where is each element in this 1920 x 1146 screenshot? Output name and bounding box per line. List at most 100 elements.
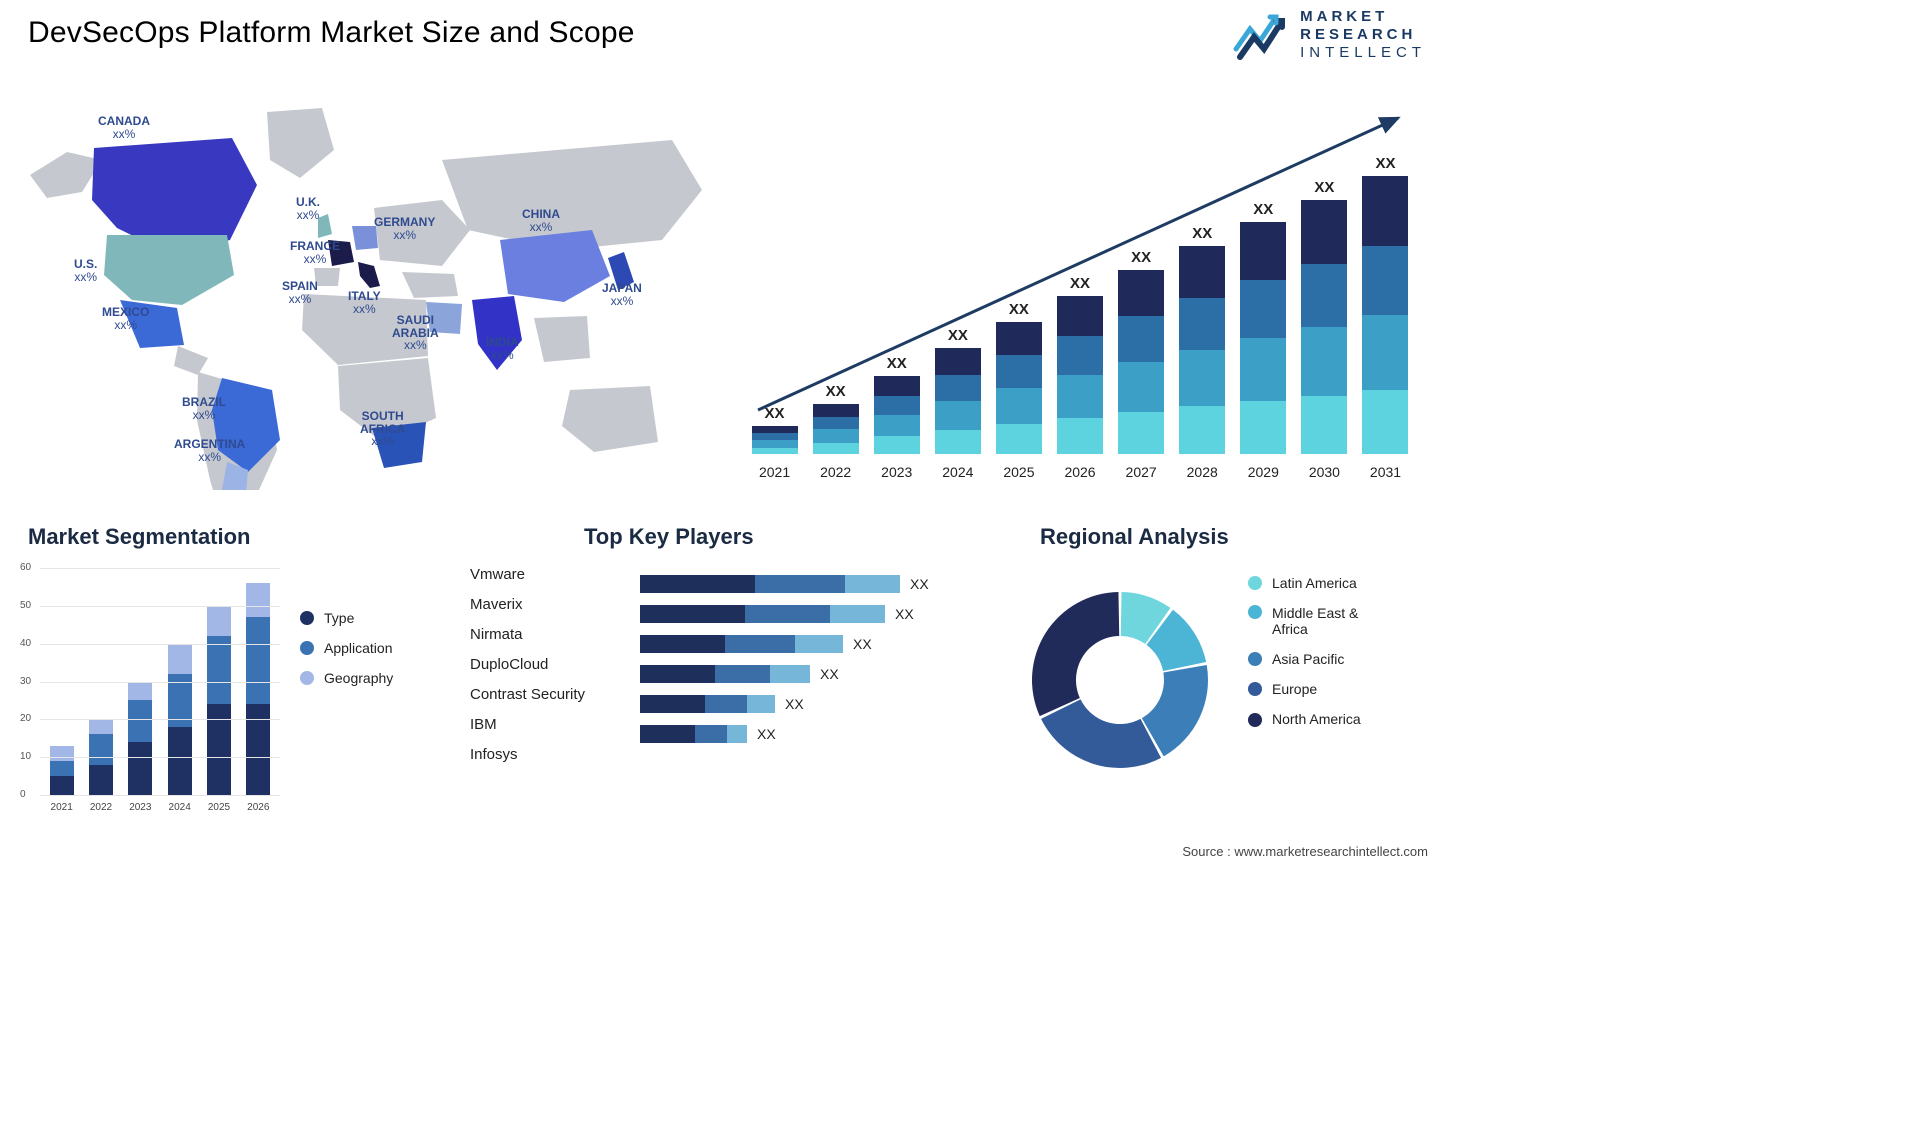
map-region-australia — [562, 386, 658, 452]
map-label-argentina: ARGENTINAxx% — [174, 438, 245, 463]
growth-bar-segment — [1179, 406, 1225, 454]
player-name: Vmware — [470, 560, 585, 590]
growth-bar-2029: XX — [1239, 201, 1288, 454]
growth-bar-2031: XX — [1361, 155, 1410, 454]
map-region-spain — [314, 268, 340, 286]
map-region-se-asia — [534, 316, 590, 362]
growth-xlabel: 2024 — [933, 464, 982, 480]
map-label-germany: GERMANYxx% — [374, 216, 435, 241]
player-bar-value: XX — [757, 726, 776, 742]
growth-xlabel: 2030 — [1300, 464, 1349, 480]
segmentation-bar-2023 — [125, 682, 156, 795]
player-name: Nirmata — [470, 620, 585, 650]
regional-donut-chart — [1010, 570, 1230, 790]
segmentation-segment — [168, 644, 192, 674]
legend-dot-icon — [1248, 682, 1262, 696]
segmentation-segment — [128, 700, 152, 742]
player-bar-segment — [725, 635, 795, 653]
player-bar-value: XX — [820, 666, 839, 682]
player-bar — [640, 665, 810, 683]
growth-bar-label: XX — [1192, 225, 1212, 242]
player-bar-segment — [640, 605, 745, 623]
player-name: IBM — [470, 710, 585, 740]
segmentation-legend-item: Application — [300, 640, 393, 656]
player-bar — [640, 695, 775, 713]
segmentation-xlabel: 2021 — [46, 802, 77, 813]
growth-bar-label: XX — [1253, 201, 1273, 218]
player-name: Infosys — [470, 740, 585, 770]
map-region-c-america — [174, 346, 208, 375]
growth-bar-segment — [752, 448, 798, 454]
map-region-china — [500, 230, 610, 302]
growth-bar-segment — [1179, 246, 1225, 298]
map-label-brazil: BRAZILxx% — [182, 396, 226, 421]
player-bar-value: XX — [785, 696, 804, 712]
growth-bar-segment — [1057, 418, 1103, 454]
growth-bar-segment — [935, 430, 981, 454]
segmentation-segment — [89, 719, 113, 734]
growth-bar-label: XX — [1131, 249, 1151, 266]
player-bar-row: XX — [640, 725, 980, 743]
legend-label: Geography — [324, 670, 393, 686]
growth-bar-segment — [1301, 396, 1347, 454]
growth-bar-2022: XX — [811, 383, 860, 454]
growth-bar-segment — [1118, 412, 1164, 454]
player-bar-row: XX — [640, 635, 980, 653]
legend-dot-icon — [300, 611, 314, 625]
player-bar-segment — [770, 665, 810, 683]
growth-bar-segment — [1118, 270, 1164, 316]
growth-chart: XXXXXXXXXXXXXXXXXXXXXX 20212022202320242… — [750, 100, 1410, 480]
segmentation-xlabel: 2023 — [125, 802, 156, 813]
player-bar — [640, 635, 843, 653]
legend-label: Europe — [1272, 681, 1317, 697]
segmentation-xlabel: 2022 — [85, 802, 116, 813]
growth-bar-segment — [874, 396, 920, 416]
player-bar-segment — [640, 725, 695, 743]
map-label-south-africa: SOUTHAFRICAxx% — [360, 410, 405, 448]
segmentation-xlabel: 2024 — [164, 802, 195, 813]
player-bar-value: XX — [895, 606, 914, 622]
growth-xlabel: 2029 — [1239, 464, 1288, 480]
player-bar-row: XX — [640, 605, 980, 623]
donut-slice — [1032, 592, 1119, 716]
donut-slice — [1041, 699, 1161, 768]
growth-bar-segment — [1057, 336, 1103, 376]
growth-bar-segment — [1362, 315, 1408, 390]
segmentation-legend-item: Geography — [300, 670, 393, 686]
segmentation-segment — [128, 682, 152, 701]
player-bar-segment — [715, 665, 770, 683]
player-bar-row: XX — [640, 575, 980, 593]
player-bar-segment — [640, 575, 755, 593]
legend-label: Middle East &Africa — [1272, 605, 1358, 637]
growth-xlabel: 2031 — [1361, 464, 1410, 480]
player-bar-segment — [795, 635, 843, 653]
segmentation-gridline — [40, 682, 280, 683]
map-region-greenland — [267, 108, 334, 178]
regional-legend-item: Asia Pacific — [1248, 651, 1361, 667]
player-bar-value: XX — [910, 576, 929, 592]
legend-dot-icon — [1248, 652, 1262, 666]
growth-bar-segment — [1240, 222, 1286, 280]
growth-bar-label: XX — [1070, 275, 1090, 292]
segmentation-bar-2021 — [46, 746, 77, 795]
map-label-mexico: MEXICOxx% — [102, 306, 149, 331]
growth-bar-segment — [813, 404, 859, 417]
segmentation-gridline — [40, 795, 280, 796]
player-bar-segment — [745, 605, 830, 623]
segmentation-segment — [50, 776, 74, 795]
source-text: Source : www.marketresearchintellect.com — [1182, 844, 1428, 859]
segmentation-segment — [89, 734, 113, 764]
segmentation-xlabel: 2026 — [243, 802, 274, 813]
segmentation-gridline — [40, 644, 280, 645]
growth-bar-segment — [996, 388, 1042, 424]
segmentation-gridline — [40, 568, 280, 569]
segmentation-heading: Market Segmentation — [28, 524, 251, 550]
player-bar-segment — [640, 695, 705, 713]
player-name: Maverix — [470, 590, 585, 620]
segmentation-gridline — [40, 719, 280, 720]
growth-bar-2027: XX — [1117, 249, 1166, 454]
player-name: DuploCloud — [470, 650, 585, 680]
segmentation-legend-item: Type — [300, 610, 393, 626]
growth-bar-segment — [1240, 338, 1286, 401]
segmentation-segment — [207, 704, 231, 795]
